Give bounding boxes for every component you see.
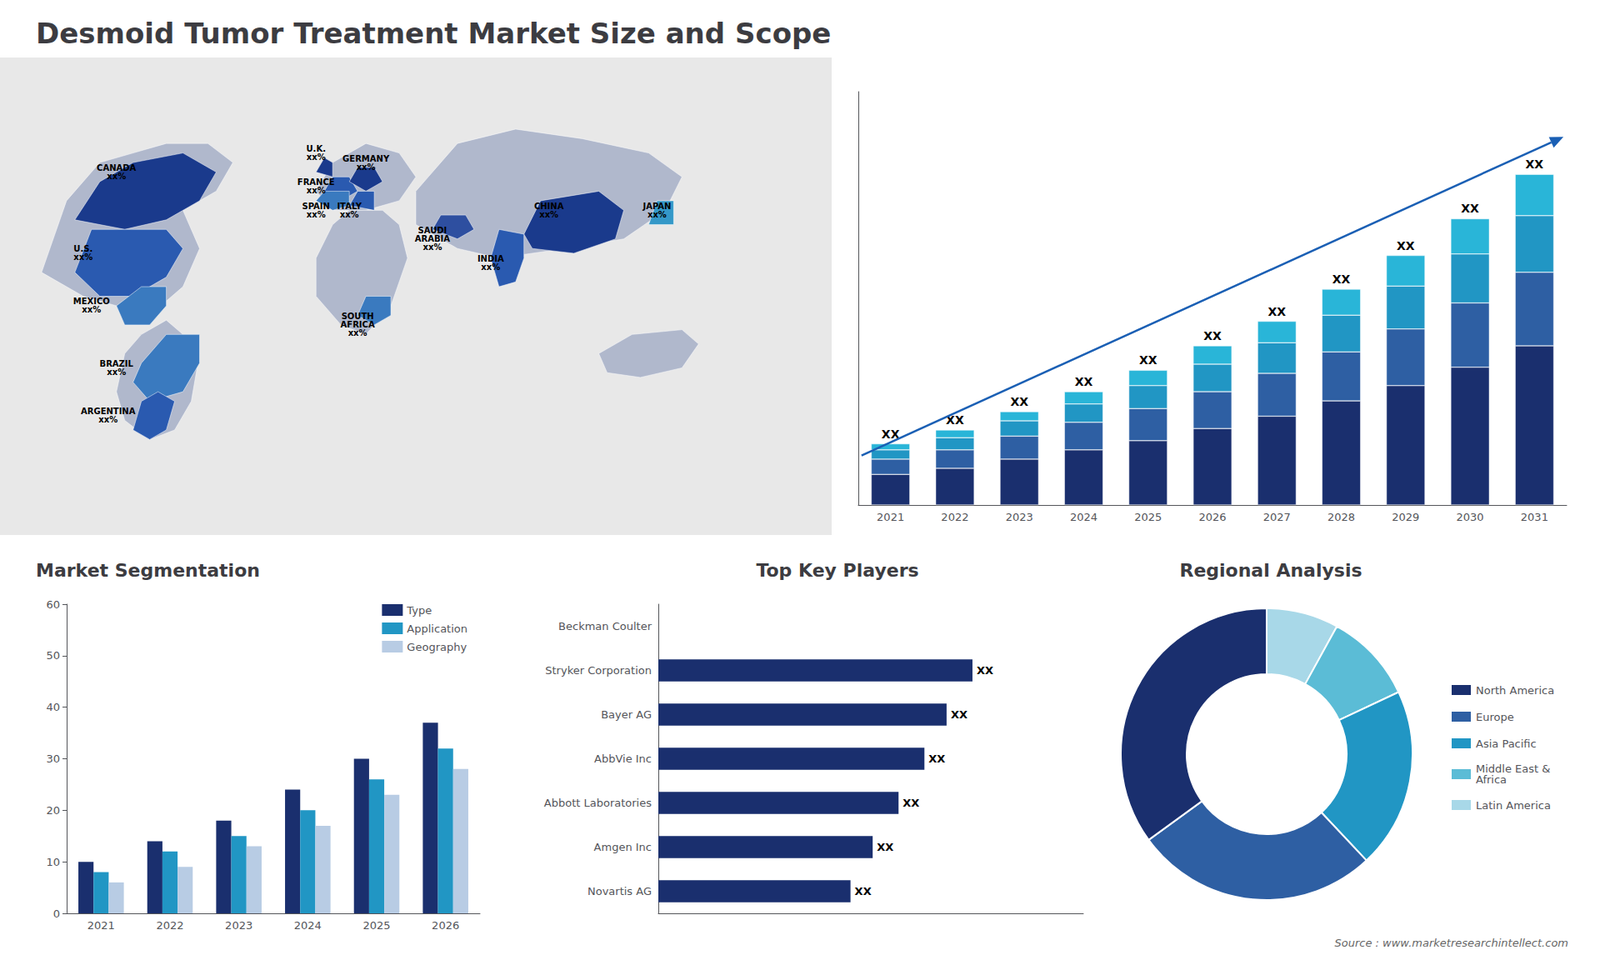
svg-text:xx%: xx% [539, 210, 559, 220]
svg-text:JAPAN: JAPAN [642, 201, 672, 211]
svg-text:xx%: xx% [98, 415, 118, 425]
svg-text:Africa: Africa [1475, 773, 1507, 786]
svg-text:xx%: xx% [306, 152, 326, 162]
svg-text:AbbVie Inc: AbbVie Inc [594, 752, 652, 765]
svg-text:2025: 2025 [362, 919, 390, 932]
svg-text:XX: XX [881, 427, 900, 441]
svg-text:SOUTH: SOUTH [341, 312, 374, 322]
svg-text:U.S.: U.S. [73, 244, 93, 254]
svg-text:CANADA: CANADA [96, 163, 137, 173]
svg-text:Novartis AG: Novartis AG [587, 885, 652, 898]
svg-text:XX: XX [1332, 272, 1351, 286]
svg-text:Amgen Inc: Amgen Inc [594, 840, 652, 854]
svg-text:Beckman Coulter: Beckman Coulter [558, 620, 653, 633]
svg-text:xx%: xx% [306, 185, 326, 195]
svg-text:XX: XX [902, 796, 920, 810]
svg-text:U.K.: U.K. [306, 144, 326, 154]
svg-text:XX: XX [1075, 375, 1094, 389]
svg-text:xx%: xx% [356, 162, 376, 172]
svg-text:XX: XX [855, 885, 872, 898]
svg-text:Europe: Europe [1475, 710, 1515, 724]
svg-text:SAUDI: SAUDI [418, 226, 447, 236]
svg-text:xx%: xx% [647, 210, 667, 220]
svg-text:30: 30 [45, 752, 60, 765]
svg-text:FRANCE: FRANCE [297, 177, 335, 187]
svg-text:2030: 2030 [1456, 510, 1485, 524]
svg-text:CHINA: CHINA [534, 201, 564, 211]
svg-text:Stryker Corporation: Stryker Corporation [545, 664, 652, 677]
svg-text:ITALY: ITALY [337, 201, 362, 211]
svg-text:2023: 2023 [225, 919, 253, 932]
svg-text:Abbott Laboratories: Abbott Laboratories [544, 796, 652, 810]
svg-text:20: 20 [45, 804, 60, 817]
svg-text:xx%: xx% [422, 242, 442, 252]
svg-text:Application: Application [406, 622, 468, 635]
svg-text:XX: XX [928, 752, 945, 765]
svg-text:0: 0 [53, 907, 60, 920]
svg-text:2028: 2028 [1327, 510, 1355, 524]
svg-text:xx%: xx% [306, 210, 326, 220]
svg-text:Asia Pacific: Asia Pacific [1475, 737, 1537, 750]
svg-text:Middle East &: Middle East & [1475, 762, 1551, 775]
svg-text:xx%: xx% [348, 328, 368, 338]
svg-text:2022: 2022 [155, 919, 184, 932]
svg-text:Type: Type [405, 604, 432, 617]
svg-text:40: 40 [45, 700, 60, 714]
svg-text:xx%: xx% [340, 210, 360, 220]
svg-text:2026: 2026 [431, 919, 460, 932]
svg-text:2024: 2024 [294, 919, 322, 932]
svg-text:2021: 2021 [876, 510, 905, 524]
svg-text:BRAZIL: BRAZIL [99, 359, 134, 369]
svg-text:2029: 2029 [1391, 510, 1420, 524]
svg-text:North America: North America [1475, 684, 1555, 697]
svg-text:XX: XX [1010, 395, 1029, 409]
svg-text:XX: XX [1139, 353, 1158, 367]
svg-text:2026: 2026 [1198, 510, 1226, 524]
svg-text:2031: 2031 [1520, 510, 1549, 524]
svg-text:Geography: Geography [406, 640, 467, 654]
svg-text:ARABIA: ARABIA [414, 234, 451, 244]
svg-text:2021: 2021 [87, 919, 115, 932]
svg-text:Market Segmentation: Market Segmentation [35, 560, 260, 581]
svg-text:xx%: xx% [73, 252, 93, 262]
svg-text:AFRICA: AFRICA [340, 320, 375, 330]
svg-text:Top Key Players: Top Key Players [755, 560, 919, 581]
svg-text:Source : www.marketresearchint: Source : www.marketresearchintellect.com [1335, 936, 1570, 950]
svg-text:Bayer AG: Bayer AG [600, 708, 652, 721]
svg-text:INDIA: INDIA [477, 254, 504, 264]
svg-text:XX: XX [876, 840, 894, 854]
svg-text:2027: 2027 [1263, 510, 1291, 524]
svg-text:Regional Analysis: Regional Analysis [1179, 560, 1362, 581]
svg-text:xx%: xx% [81, 305, 101, 315]
svg-text:xx%: xx% [106, 367, 126, 377]
svg-text:2023: 2023 [1005, 510, 1034, 524]
svg-text:XX: XX [945, 413, 964, 427]
svg-text:XX: XX [1267, 305, 1286, 319]
svg-text:2024: 2024 [1070, 510, 1098, 524]
svg-text:SPAIN: SPAIN [302, 201, 330, 211]
svg-text:ARGENTINA: ARGENTINA [80, 406, 136, 417]
svg-text:XX: XX [1460, 201, 1480, 215]
svg-text:2022: 2022 [940, 510, 969, 524]
svg-text:XX: XX [1525, 157, 1545, 171]
svg-text:2025: 2025 [1134, 510, 1162, 524]
svg-text:XX: XX [976, 664, 994, 677]
svg-text:xx%: xx% [106, 171, 126, 181]
svg-text:xx%: xx% [480, 262, 500, 272]
svg-text:MEXICO: MEXICO [73, 297, 110, 307]
svg-text:Desmoid Tumor Treatment Market: Desmoid Tumor Treatment Market Size and … [35, 16, 831, 50]
svg-text:XX: XX [1396, 239, 1415, 253]
svg-text:XX: XX [1203, 329, 1222, 343]
svg-text:60: 60 [45, 598, 60, 611]
svg-text:Latin America: Latin America [1475, 799, 1551, 812]
svg-text:50: 50 [45, 649, 60, 662]
svg-text:GERMANY: GERMANY [342, 153, 390, 163]
svg-text:10: 10 [45, 855, 60, 869]
svg-text:XX: XX [950, 708, 968, 721]
